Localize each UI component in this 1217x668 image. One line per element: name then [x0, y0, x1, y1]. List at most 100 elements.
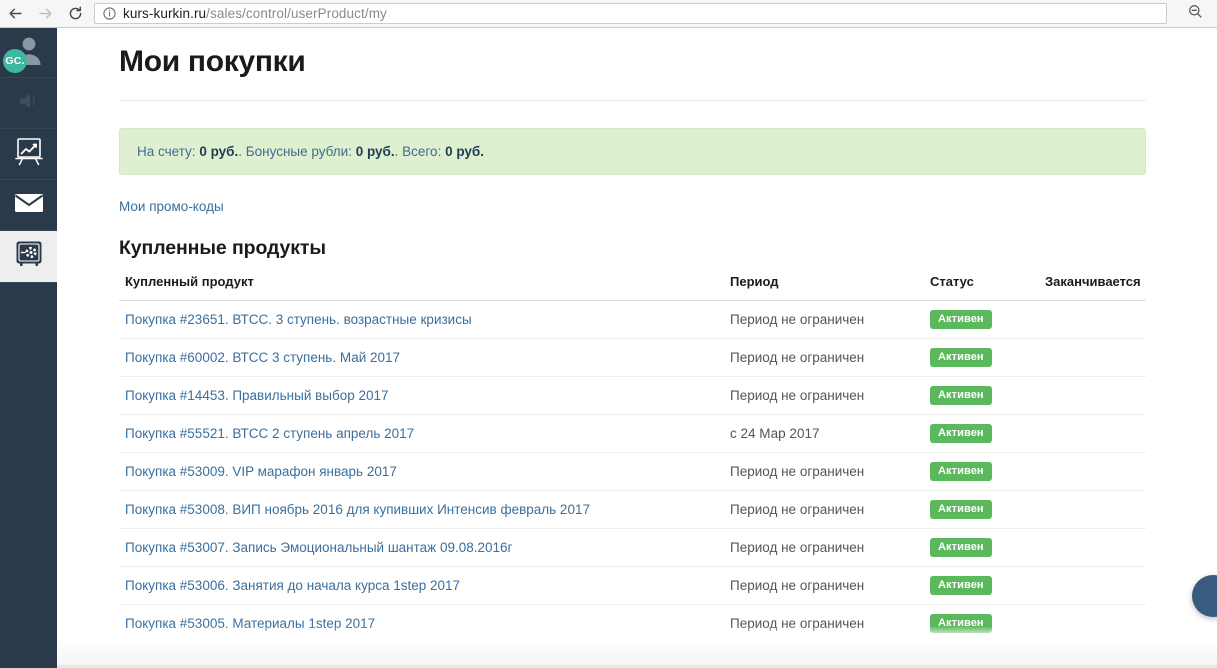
product-link[interactable]: Покупка #53006. Занятия до начала курса …	[125, 578, 461, 593]
product-link[interactable]: Покупка #53007. Запись Эмоциональный шан…	[125, 540, 513, 555]
back-arrow-icon	[7, 5, 24, 22]
back-button[interactable]	[0, 0, 30, 28]
reload-icon	[67, 5, 84, 22]
cell-status: Активен	[924, 604, 1039, 643]
info-circle-icon[interactable]	[103, 7, 116, 20]
product-link[interactable]: Покупка #55521. ВТСС 2 ступень апрель 20…	[125, 426, 415, 441]
cell-period: Период не ограничен	[724, 300, 924, 339]
cell-period: с 24 Мар 2017	[724, 414, 924, 453]
status-badge: Активен	[930, 386, 992, 405]
cell-ends	[1039, 528, 1146, 567]
zoom-out-icon	[1187, 3, 1204, 25]
url-path: /sales/control/userProduct/my	[206, 6, 387, 21]
cell-ends	[1039, 300, 1146, 339]
cell-ends	[1039, 566, 1146, 605]
column-header-product: Купленный продукт	[119, 274, 724, 301]
address-bar[interactable]: kurs-kurkin.ru/sales/control/userProduct…	[94, 3, 1167, 24]
megaphone-icon	[16, 91, 42, 116]
cell-period: Период не ограничен	[724, 338, 924, 377]
status-badge: Активен	[930, 500, 992, 519]
url-host: kurs-kurkin.ru	[123, 6, 207, 21]
sidebar-item-purchases[interactable]	[0, 231, 57, 283]
cell-product: Покупка #53005. Материалы 1step 2017	[119, 604, 724, 643]
table-row: Покупка #53006. Занятия до начала курса …	[119, 566, 1146, 605]
cell-status: Активен	[924, 528, 1039, 567]
cell-product: Покупка #53006. Занятия до начала курса …	[119, 566, 724, 605]
status-badge: Активен	[930, 310, 992, 329]
cell-period: Период не ограничен	[724, 528, 924, 567]
status-badge: Активен	[930, 462, 992, 481]
product-link[interactable]: Покупка #14453. Правильный выбор 2017	[125, 388, 389, 403]
status-badge: Активен	[930, 614, 992, 633]
bonus-balance-sep: .	[394, 144, 399, 159]
envelope-icon	[13, 191, 45, 220]
forward-arrow-icon	[37, 5, 54, 22]
reload-button[interactable]	[60, 0, 90, 28]
zoom-out-button[interactable]	[1173, 0, 1217, 28]
main-content: Мои покупки На счету: 0 руб.. Бонусные р…	[57, 28, 1217, 668]
sidebar-item-announcements[interactable]	[0, 78, 57, 129]
rail-empty-space	[0, 283, 57, 563]
table-row: Покупка #53008. ВИП ноябрь 2016 для купи…	[119, 490, 1146, 529]
sidebar-item-messages[interactable]	[0, 180, 57, 231]
status-badge: Активен	[930, 538, 992, 557]
cell-product: Покупка #14453. Правильный выбор 2017	[119, 376, 724, 415]
account-balance-sep: .	[238, 144, 243, 159]
product-link[interactable]: Покупка #53008. ВИП ноябрь 2016 для купи…	[125, 502, 590, 517]
column-header-period: Период	[724, 274, 924, 301]
footer-bar	[0, 665, 1217, 668]
product-link[interactable]: Покупка #23651. ВТСС. 3 ступень. возраст…	[125, 312, 472, 327]
column-header-ends: Заканчивается	[1039, 274, 1146, 301]
cell-product: Покупка #23651. ВТСС. 3 ступень. возраст…	[119, 300, 724, 339]
title-divider	[119, 100, 1146, 101]
account-balance-value: 0 руб.	[199, 144, 239, 159]
cell-product: Покупка #53007. Запись Эмоциональный шан…	[119, 528, 724, 567]
chart-board-icon	[13, 137, 45, 172]
cell-ends	[1039, 414, 1146, 453]
table-header-row: Купленный продукт Период Статус Заканчив…	[119, 274, 1146, 301]
column-header-status: Статус	[924, 274, 1039, 301]
purchased-products-body: Покупка #23651. ВТСС. 3 ступень. возраст…	[119, 300, 1146, 668]
cell-product: Покупка #60002. ВТСС 3 ступень. Май 2017	[119, 338, 724, 377]
status-badge: Активен	[930, 576, 992, 595]
total-balance-label: Всего:	[402, 144, 442, 159]
table-row: Покупка #60002. ВТСС 3 ступень. Май 2017…	[119, 338, 1146, 377]
cell-period: Период не ограничен	[724, 566, 924, 605]
account-balance-label: На счету:	[137, 144, 196, 159]
cell-ends	[1039, 338, 1146, 377]
cell-product: Покупка #55521. ВТСС 2 ступень апрель 20…	[119, 414, 724, 453]
avatar-initials-badge: GC.	[3, 49, 27, 73]
cell-status: Активен	[924, 490, 1039, 529]
status-badge: Активен	[930, 424, 992, 443]
table-row: Покупка #14453. Правильный выбор 2017 Пер…	[119, 376, 1146, 415]
cell-ends	[1039, 376, 1146, 415]
cell-period: Период не ограничен	[724, 452, 924, 491]
forward-button[interactable]	[30, 0, 60, 28]
page-viewport: GC.	[0, 28, 1217, 668]
cell-period: Период не ограничен	[724, 376, 924, 415]
left-icon-rail: GC.	[0, 28, 57, 668]
browser-toolbar: kurs-kurkin.ru/sales/control/userProduct…	[0, 0, 1217, 28]
cell-status: Активен	[924, 566, 1039, 605]
table-row: Покупка #53005. Материалы 1step 2017 Пери…	[119, 604, 1146, 643]
table-row: Покупка #23651. ВТСС. 3 ступень. возраст…	[119, 300, 1146, 339]
my-promo-codes-link[interactable]: Мои промо-коды	[119, 199, 224, 214]
url-text: kurs-kurkin.ru/sales/control/userProduct…	[123, 6, 387, 21]
footer-bar-light-segment	[57, 665, 1217, 668]
cell-ends	[1039, 490, 1146, 529]
sidebar-item-avatar[interactable]: GC.	[0, 28, 57, 78]
cell-product: Покупка #53009. VIP марафон январь 2017	[119, 452, 724, 491]
cell-ends	[1039, 604, 1146, 643]
total-balance-value: 0 руб.	[445, 144, 485, 159]
cell-status: Активен	[924, 300, 1039, 339]
sidebar-item-statistics[interactable]	[0, 129, 57, 180]
cell-status: Активен	[924, 338, 1039, 377]
product-link[interactable]: Покупка #60002. ВТСС 3 ступень. Май 2017	[125, 350, 401, 365]
product-link[interactable]: Покупка #53009. VIP марафон январь 2017	[125, 464, 397, 479]
purchased-products-table: Купленный продукт Период Статус Заканчив…	[119, 274, 1146, 668]
product-link[interactable]: Покупка #53005. Материалы 1step 2017	[125, 616, 376, 631]
cell-status: Активен	[924, 452, 1039, 491]
cell-status: Активен	[924, 376, 1039, 415]
bonus-balance-label: Бонусные рубли:	[245, 144, 352, 159]
cell-ends	[1039, 452, 1146, 491]
